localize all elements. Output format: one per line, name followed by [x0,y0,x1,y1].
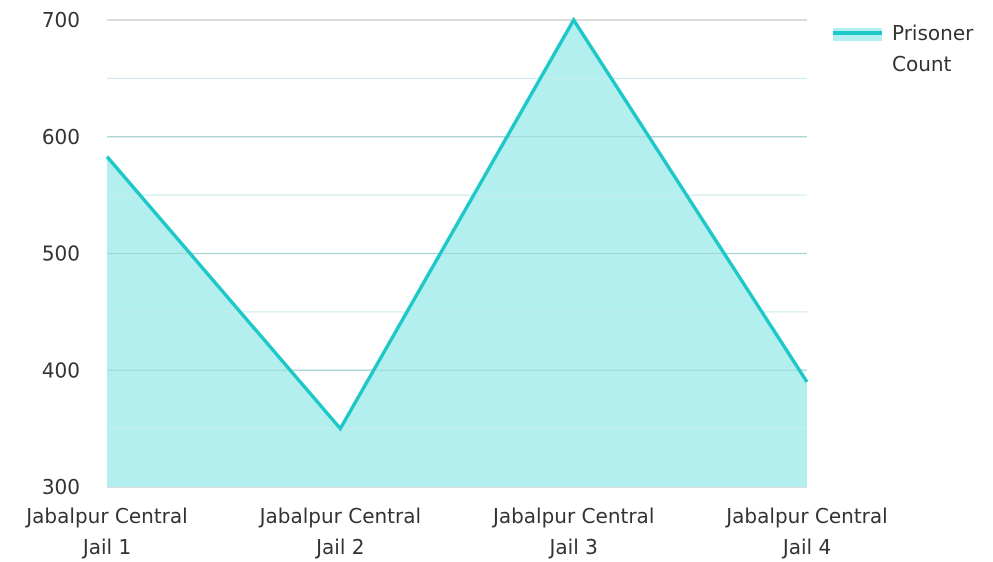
legend-label-line: Count [892,52,952,76]
series-area [105,16,809,487]
x-tick-label: Jabalpur Central Jail 3 [491,504,654,559]
x-tick-label-line: Jabalpur Central [258,504,421,528]
y-tick-label: 600 [42,125,80,149]
x-tick-label: Jabalpur Central Jail 4 [724,504,887,559]
x-tick-label-line: Jail 2 [314,535,364,559]
x-tick-label-line: Jail 3 [547,535,597,559]
x-tick-label-line: Jabalpur Central [491,504,654,528]
legend-label-line: Prisoner [892,21,974,45]
x-tick-label-line: Jabalpur Central [724,504,887,528]
x-tick-label-line: Jail 4 [781,535,831,559]
series-line [105,16,809,432]
y-tick-label: 300 [42,475,80,499]
y-tick-label: 500 [42,242,80,266]
y-tick-label: 700 [42,8,80,32]
y-axis-ticks: 300 400 500 600 700 [42,8,80,499]
legend-label: Prisoner Count [892,21,974,76]
x-tick-label: Jabalpur Central Jail 1 [24,504,187,559]
x-tick-label-line: Jabalpur Central [24,504,187,528]
legend: Prisoner Count [833,21,974,76]
y-tick-label: 400 [42,358,80,382]
x-tick-label: Jabalpur Central Jail 2 [258,504,421,559]
x-tick-label-line: Jail 1 [81,535,131,559]
